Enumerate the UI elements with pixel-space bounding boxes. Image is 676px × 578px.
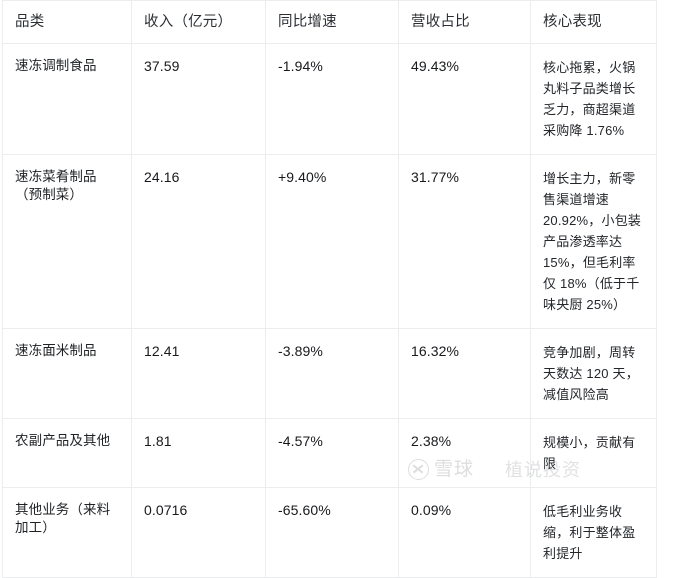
cell-revenue: 12.41 [131,328,266,419]
cell-category: 速冻面米制品 [2,328,132,419]
cell-note: 规模小，贡献有限 [530,418,657,488]
cell-revenue: 24.16 [131,154,266,329]
column-header-revenue: 收入（亿元） [131,0,266,44]
cell-share: 0.09% [398,487,531,578]
cell-category: 速冻调制食品 [2,43,132,155]
category-revenue-table-container: 品类 收入（亿元） 同比增速 营收占比 核心表现 速冻调制食品 37.59 -1… [2,0,657,578]
table-header: 品类 收入（亿元） 同比增速 营收占比 核心表现 [2,0,657,44]
cell-category: 其他业务（来料加工） [2,487,132,578]
table-body: 速冻调制食品 37.59 -1.94% 49.43% 核心拖累，火锅丸料子品类增… [2,43,657,578]
cell-share: 49.43% [398,43,531,155]
table-header-row: 品类 收入（亿元） 同比增速 营收占比 核心表现 [2,0,657,44]
cell-note: 增长主力，新零售渠道增速 20.92%，小包装产品渗透率达 15%，但毛利率仅 … [530,154,657,329]
cell-category: 速冻菜肴制品（预制菜） [2,154,132,329]
column-header-revenue-share: 营收占比 [398,0,531,44]
column-header-category: 品类 [2,0,132,44]
table-row: 其他业务（来料加工） 0.0716 -65.60% 0.09% 低毛利业务收缩，… [2,487,657,578]
cell-note: 竞争加剧，周转天数达 120 天，减值风险高 [530,328,657,419]
cell-revenue: 37.59 [131,43,266,155]
cell-share: 2.38% [398,418,531,488]
cell-note: 低毛利业务收缩，利于整体盈利提升 [530,487,657,578]
column-header-yoy-growth: 同比增速 [265,0,399,44]
cell-category: 农副产品及其他 [2,418,132,488]
cell-yoy: -1.94% [265,43,399,155]
table-row: 速冻菜肴制品（预制菜） 24.16 +9.40% 31.77% 增长主力，新零售… [2,154,657,329]
column-header-core-performance: 核心表现 [530,0,657,44]
cell-yoy: -4.57% [265,418,399,488]
cell-note: 核心拖累，火锅丸料子品类增长乏力，商超渠道采购降 1.76% [530,43,657,155]
table-row: 农副产品及其他 1.81 -4.57% 2.38% 规模小，贡献有限 [2,418,657,488]
cell-revenue: 1.81 [131,418,266,488]
table-row: 速冻调制食品 37.59 -1.94% 49.43% 核心拖累，火锅丸料子品类增… [2,43,657,155]
table-row: 速冻面米制品 12.41 -3.89% 16.32% 竞争加剧，周转天数达 12… [2,328,657,419]
cell-yoy: +9.40% [265,154,399,329]
cell-share: 16.32% [398,328,531,419]
cell-yoy: -65.60% [265,487,399,578]
cell-revenue: 0.0716 [131,487,266,578]
category-revenue-table: 品类 收入（亿元） 同比增速 营收占比 核心表现 速冻调制食品 37.59 -1… [2,0,657,578]
cell-yoy: -3.89% [265,328,399,419]
cell-share: 31.77% [398,154,531,329]
